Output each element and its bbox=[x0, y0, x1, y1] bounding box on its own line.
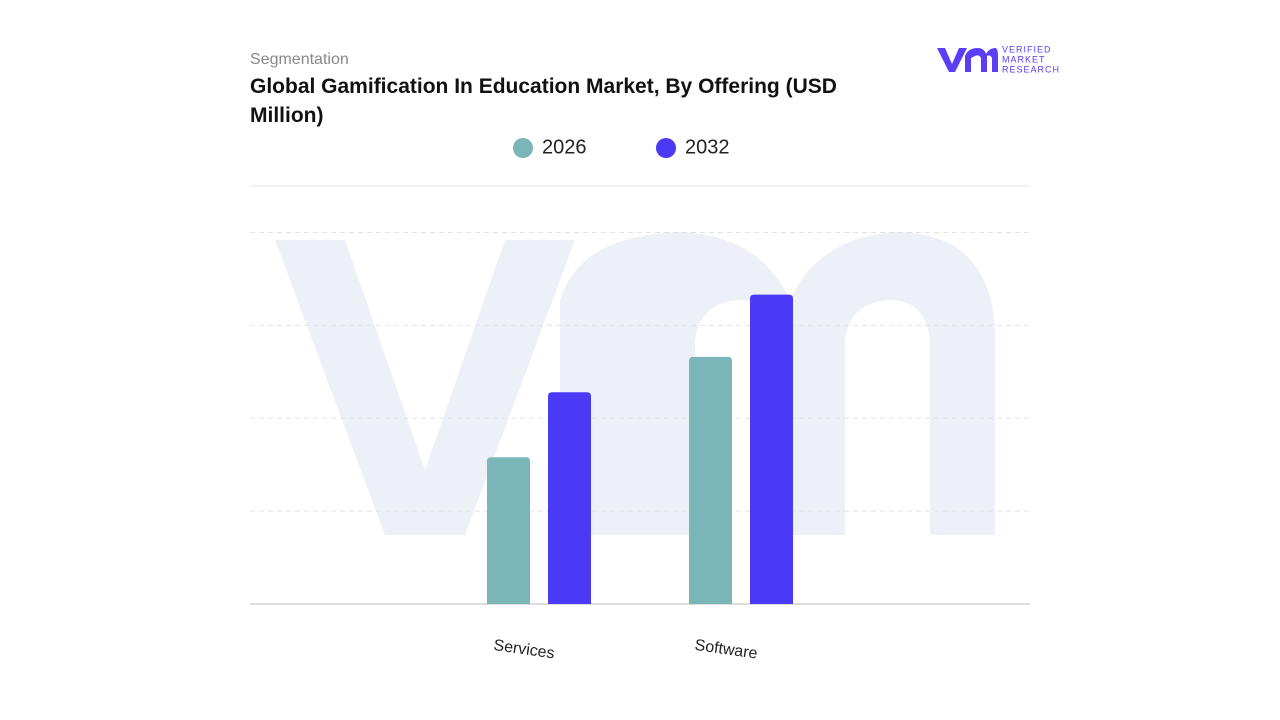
bar bbox=[689, 356, 732, 604]
logo-text: VERIFIED bbox=[1002, 44, 1052, 54]
bar bbox=[487, 457, 530, 604]
legend-label: 2026 bbox=[542, 136, 587, 158]
x-tick-label: Software bbox=[694, 637, 759, 663]
logo: VERIFIED MARKET RESEARCH bbox=[937, 44, 1060, 74]
watermark bbox=[275, 232, 995, 535]
legend-marker bbox=[513, 138, 533, 158]
bar bbox=[548, 392, 591, 604]
title-box: Global Gamification In Education Market,… bbox=[250, 75, 837, 127]
legend-label: 2032 bbox=[685, 136, 730, 158]
legend-marker bbox=[656, 138, 676, 158]
logo-text: MARKET bbox=[1002, 54, 1046, 64]
chart-title: Global Gamification In Education Market,… bbox=[250, 75, 837, 127]
subtitle: Segmentation bbox=[250, 51, 349, 68]
x-tick-label: Services bbox=[492, 637, 555, 662]
bar bbox=[750, 294, 793, 604]
logo-text: RESEARCH bbox=[1002, 64, 1060, 74]
